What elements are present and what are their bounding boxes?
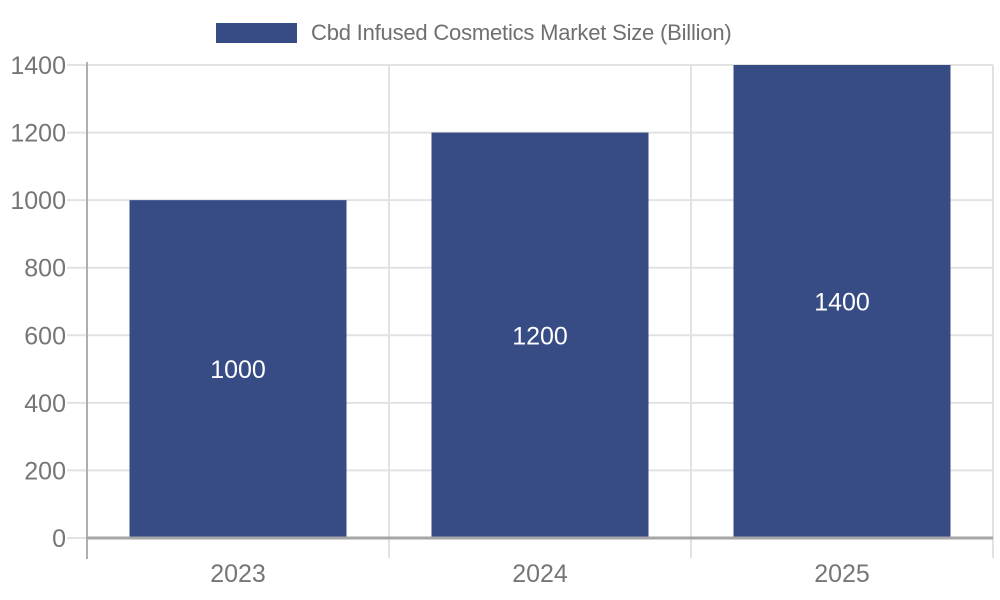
bar-value-label: 1000 <box>210 356 266 384</box>
y-tick-label: 1400 <box>10 52 66 80</box>
legend-label: Cbd Infused Cosmetics Market Size (Billi… <box>311 20 732 45</box>
x-tick-label: 2023 <box>210 560 266 588</box>
x-tick-label: 2025 <box>814 560 870 588</box>
bar-2025 <box>733 65 951 538</box>
bar-value-label: 1200 <box>512 322 568 350</box>
y-tick-label: 0 <box>52 525 66 553</box>
bar-value-label: 1400 <box>814 289 870 317</box>
legend-swatch <box>216 23 297 43</box>
y-tick-label: 400 <box>24 390 66 418</box>
bar-2024 <box>431 132 649 539</box>
x-tick-label: 2024 <box>512 560 568 588</box>
bar-2023 <box>129 200 347 538</box>
y-tick-label: 600 <box>24 322 66 350</box>
y-tick-label: 800 <box>24 255 66 283</box>
y-tick-label: 1000 <box>10 187 66 215</box>
legend-item[interactable]: Cbd Infused Cosmetics Market Size (Billi… <box>216 20 732 46</box>
y-tick-label: 1200 <box>10 120 66 148</box>
y-tick-label: 200 <box>24 457 66 485</box>
